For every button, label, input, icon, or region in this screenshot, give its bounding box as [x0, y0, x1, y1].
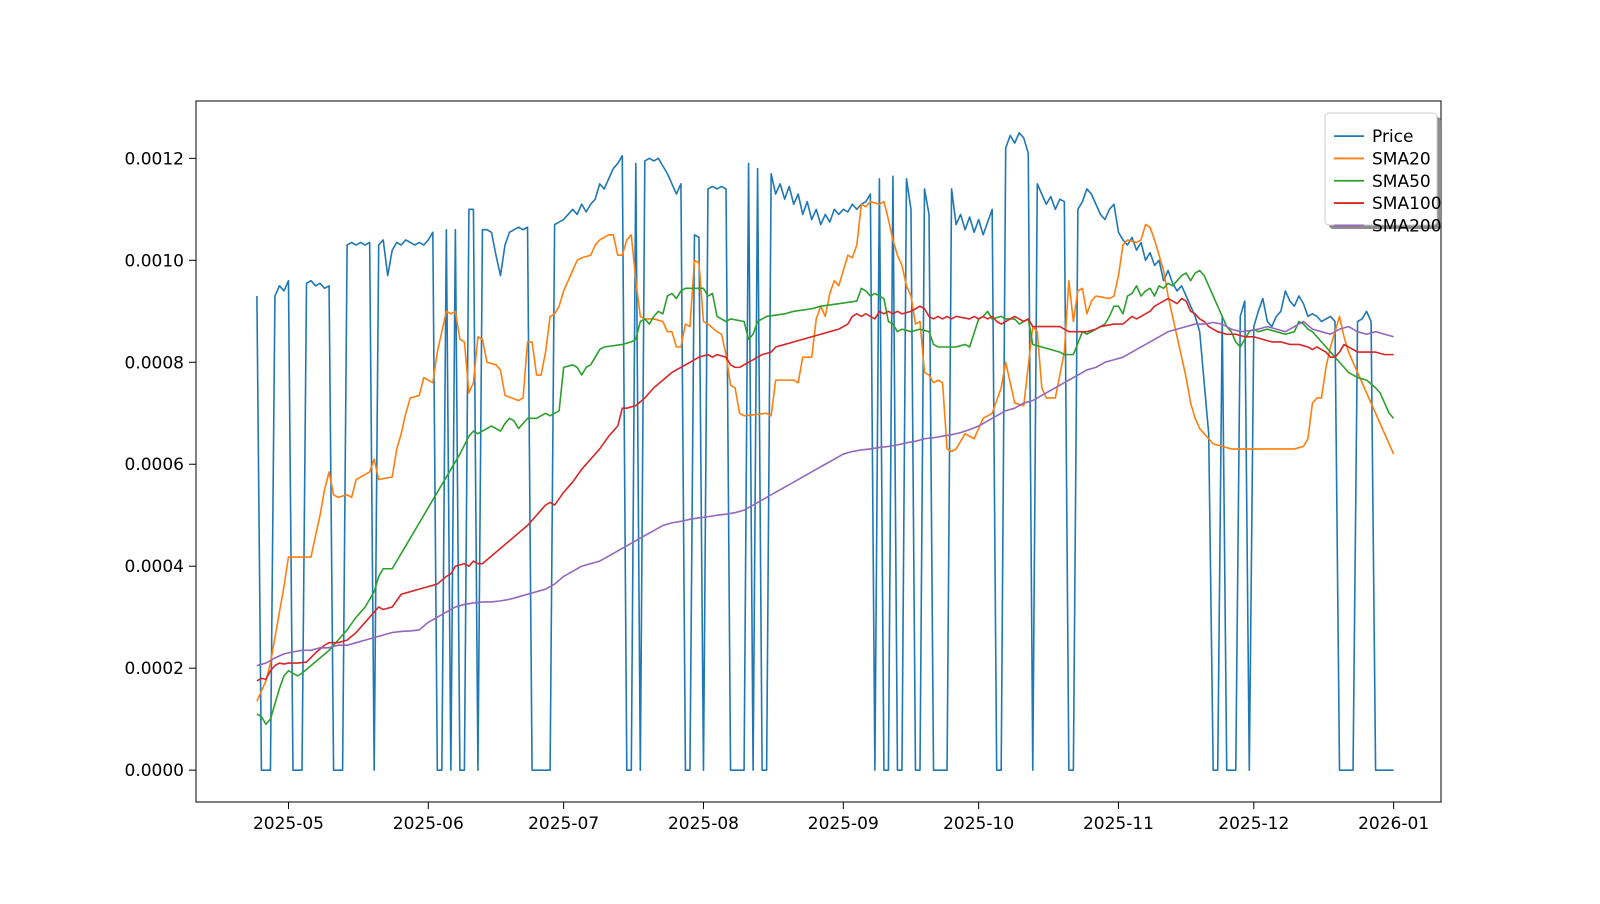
legend-label-sma100: SMA100 — [1372, 194, 1442, 214]
sma20-line — [256, 200, 1395, 702]
x-axis-tick-label: 2025-05 — [253, 814, 324, 834]
y-axis-tick-label: 0.0006 — [125, 455, 184, 475]
legend-label-sma20: SMA20 — [1372, 149, 1431, 169]
sma100-line — [256, 297, 1394, 682]
x-axis-tick-label: 2025-11 — [1083, 814, 1154, 834]
sma50-line — [256, 269, 1395, 726]
y-axis-tick-label: 0.0010 — [125, 251, 184, 271]
y-axis-tick-label: 0.0002 — [125, 659, 184, 679]
legend-label-price: Price — [1372, 127, 1413, 147]
legend-box — [1324, 112, 1438, 226]
series-lines — [256, 132, 1395, 771]
price-line — [256, 132, 1394, 771]
y-axis-tick-label: 0.0004 — [125, 557, 184, 577]
y-axis-tick-label: 0.0012 — [125, 149, 184, 169]
legend-label-sma200: SMA200 — [1372, 216, 1442, 236]
x-axis-tick-label: 2025-10 — [943, 814, 1014, 834]
plot-border — [195, 100, 1442, 803]
x-axis-tick-label: 2025-12 — [1218, 814, 1289, 834]
x-axis-tick-label: 2025-09 — [808, 814, 879, 834]
x-axis-tick-label: 2025-06 — [393, 814, 464, 834]
x-axis-tick-label: 2026-01 — [1358, 814, 1429, 834]
y-axis-tick-label: 0.0008 — [125, 353, 184, 373]
y-axis-tick-label: 0.0000 — [125, 761, 184, 781]
legend-label-sma50: SMA50 — [1372, 172, 1431, 192]
x-axis-tick-label: 2025-07 — [528, 814, 599, 834]
x-axis-tick-label: 2025-08 — [668, 814, 739, 834]
sma200-line — [256, 320, 1394, 667]
